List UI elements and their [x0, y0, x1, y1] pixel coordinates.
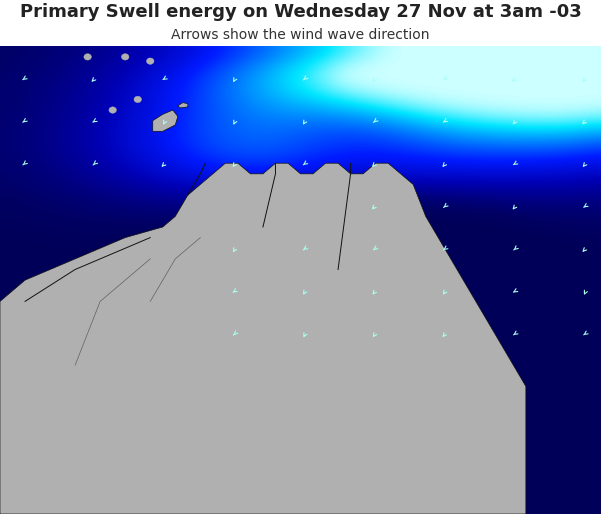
- Polygon shape: [153, 110, 178, 131]
- Circle shape: [84, 53, 91, 60]
- Circle shape: [109, 107, 117, 113]
- Circle shape: [134, 96, 141, 103]
- Polygon shape: [178, 103, 188, 108]
- Circle shape: [121, 53, 129, 60]
- Text: Arrows show the wind wave direction: Arrows show the wind wave direction: [171, 28, 430, 42]
- Text: Primary Swell energy on Wednesday 27 Nov at 3am -03: Primary Swell energy on Wednesday 27 Nov…: [20, 3, 581, 21]
- Polygon shape: [0, 163, 526, 514]
- Circle shape: [147, 58, 154, 64]
